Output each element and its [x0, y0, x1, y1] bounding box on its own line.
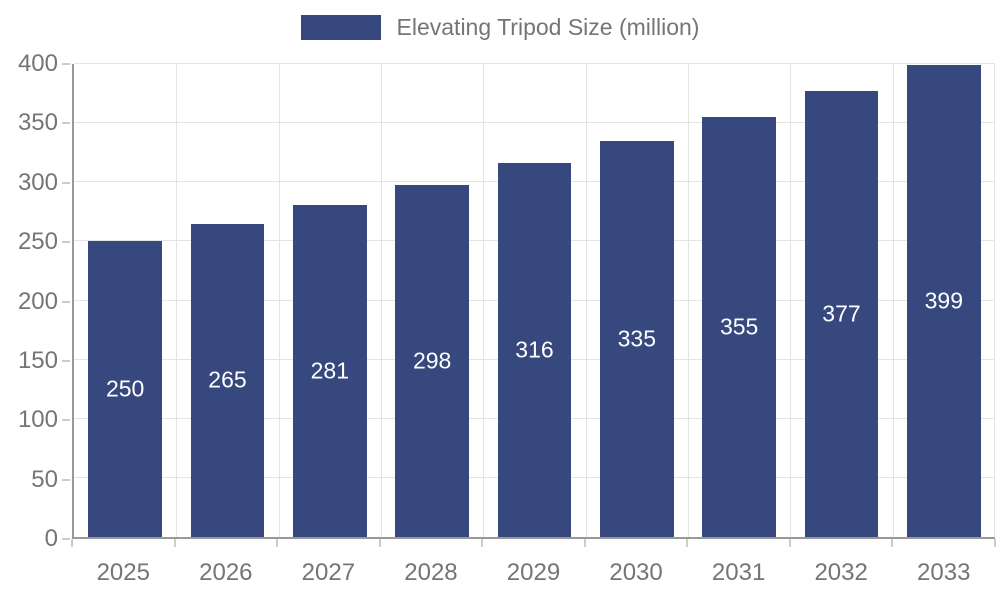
- bar-value-label: 355: [719, 313, 759, 340]
- x-tick: [71, 539, 73, 547]
- x-tick-label: 2025: [96, 559, 150, 586]
- y-tick: [62, 300, 70, 303]
- gridline-vertical: [790, 64, 792, 537]
- gridline-vertical: [892, 64, 894, 537]
- y-tick-label: 100: [17, 406, 58, 434]
- x-tick: [891, 539, 894, 547]
- x-tick: [788, 539, 791, 547]
- y-tick-label: 50: [31, 465, 58, 493]
- y-tick-label: 0: [44, 525, 58, 552]
- gridline-vertical: [585, 64, 587, 537]
- bar-value-label: 377: [822, 300, 861, 327]
- y-tick: [62, 478, 70, 481]
- plot-area: 250 265 281 298 316 335 355 377 399: [72, 63, 995, 539]
- x-tick-label: 2031: [711, 559, 766, 586]
- bar[interactable]: 377: [804, 91, 879, 537]
- bar-value-label: 265: [208, 366, 247, 393]
- gridline-vertical: [687, 64, 689, 537]
- x-tick: [173, 539, 176, 547]
- x-tick-label: 2029: [506, 559, 561, 586]
- x-tick-label: 2028: [404, 559, 458, 586]
- bar[interactable]: 250: [88, 241, 162, 537]
- legend-swatch-icon: [300, 15, 381, 40]
- x-tick-label: 2030: [609, 559, 663, 586]
- x-tick: [583, 539, 586, 547]
- y-tick-label: 250: [17, 228, 58, 256]
- x-tick: [276, 539, 279, 547]
- y-tick-label: 400: [17, 50, 58, 77]
- x-tick-label: 2033: [917, 559, 971, 586]
- x-tick-label: 2026: [199, 559, 253, 586]
- y-tick-label: 300: [17, 168, 58, 196]
- y-tick: [62, 359, 70, 362]
- y-axis: 0 50 100 150 200 250 300 350 400: [0, 50, 70, 552]
- legend[interactable]: Elevating Tripod Size (million): [0, 14, 1000, 41]
- x-axis: 2025 2026 2027 2028 2029 2030 2031 2032 2033: [71, 539, 996, 593]
- y-tick-label: 200: [17, 287, 58, 315]
- y-tick-label: 150: [17, 346, 58, 374]
- bar[interactable]: 281: [292, 204, 367, 537]
- y-tick: [62, 122, 70, 125]
- y-tick: [62, 241, 70, 244]
- x-tick: [994, 539, 996, 547]
- x-tick-label: 2027: [301, 559, 356, 586]
- y-tick: [62, 63, 70, 65]
- y-tick: [62, 419, 70, 422]
- bar[interactable]: 335: [599, 140, 674, 537]
- gridline-vertical: [483, 64, 485, 537]
- bar-value-label: 281: [310, 357, 349, 384]
- gridline-vertical: [380, 64, 382, 537]
- x-tick: [686, 539, 689, 547]
- x-tick-label: 2032: [814, 559, 868, 586]
- bar-value-label: 250: [105, 375, 145, 402]
- x-tick: [481, 539, 484, 547]
- bar[interactable]: 316: [497, 163, 572, 537]
- bar[interactable]: 399: [906, 65, 981, 537]
- gridline-horizontal: [74, 122, 995, 124]
- bar[interactable]: 298: [395, 184, 469, 537]
- gridline-vertical: [994, 64, 995, 537]
- bar-value-label: 335: [617, 325, 656, 352]
- bar[interactable]: 265: [190, 223, 265, 537]
- gridline-vertical: [176, 64, 178, 537]
- y-tick: [62, 538, 70, 540]
- legend-label: Elevating Tripod Size (million): [396, 14, 700, 40]
- bar[interactable]: 355: [702, 117, 776, 537]
- gridline-vertical: [278, 64, 280, 537]
- bar-value-label: 316: [515, 336, 554, 363]
- bar-value-label: 298: [412, 347, 452, 374]
- y-tick: [62, 181, 70, 184]
- x-tick: [378, 539, 381, 547]
- y-tick-label: 350: [17, 109, 58, 137]
- bar-value-label: 399: [924, 287, 963, 314]
- gridline-horizontal: [74, 63, 995, 64]
